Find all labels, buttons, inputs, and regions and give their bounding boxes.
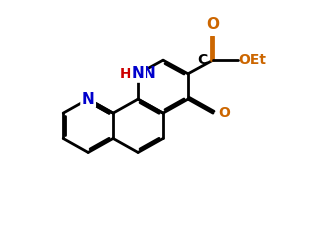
Text: N: N [143,66,155,81]
Text: C: C [197,53,207,67]
Text: H: H [120,67,131,81]
Text: N: N [82,92,95,107]
Text: N: N [82,92,95,107]
Text: OEt: OEt [239,53,267,67]
Text: O: O [206,17,219,32]
Text: O: O [219,106,231,120]
Text: N: N [132,66,145,81]
